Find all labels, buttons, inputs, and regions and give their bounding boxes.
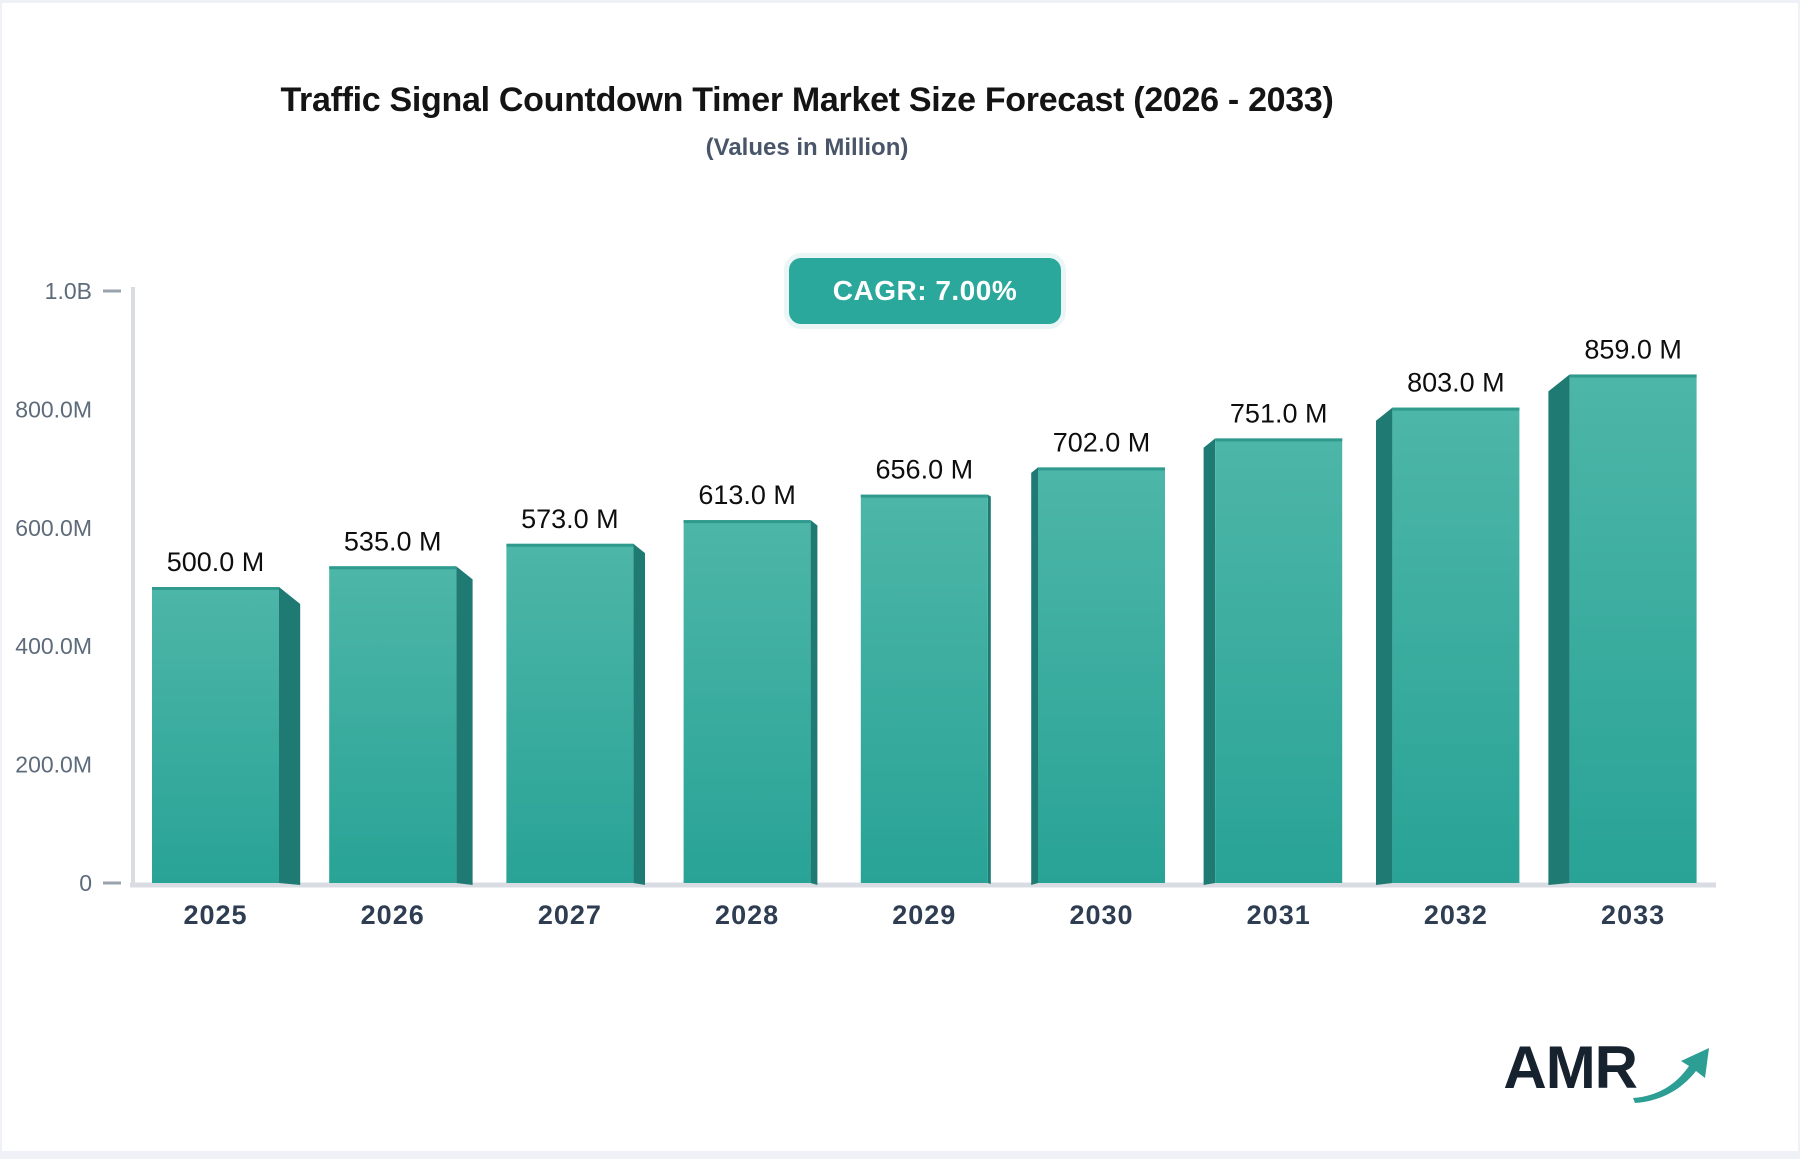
bar-group: 535.0 M 2026 [329, 526, 473, 930]
bar-side-face [456, 566, 473, 885]
bar-value-label: 702.0 M [1053, 427, 1151, 457]
bar-value-label: 656.0 M [876, 455, 974, 485]
bar-side-face [1203, 438, 1216, 885]
amr-logo: AMR [1503, 1038, 1723, 1106]
bar [1392, 407, 1520, 883]
y-tick-label: 600.0M [15, 515, 92, 541]
bar-value-label: 613.0 M [698, 480, 796, 510]
x-tick-label: 2027 [538, 900, 602, 930]
x-tick-label: 2030 [1069, 900, 1133, 930]
bar-group: 500.0 M 2025 [152, 547, 301, 930]
x-tick-label: 2033 [1601, 900, 1665, 930]
x-tick-label: 2032 [1424, 900, 1488, 930]
bar-value-label: 803.0 M [1407, 368, 1505, 398]
y-tick-label: 400.0M [15, 633, 92, 659]
bar-side-face [1031, 467, 1038, 885]
bar-side-face [810, 520, 818, 885]
bar-group: 656.0 M 2029 [860, 455, 991, 930]
bar-group: 702.0 M 2030 [1031, 427, 1165, 930]
bar [683, 520, 811, 883]
bar-side-face [987, 494, 991, 884]
bar-top-edge [152, 587, 279, 590]
chart-title: Traffic Signal Countdown Timer Market Si… [280, 81, 1334, 119]
bar-chart: 0 200.0M 400.0M 600.0M 800.0M 1.0B 500.0 M 202… [15, 278, 1716, 930]
x-tick-label: 2025 [183, 900, 247, 930]
growth-arrow-icon [1633, 1048, 1709, 1103]
y-tick-label: 0 [79, 870, 92, 896]
bar-group: 859.0 M 2033 [1548, 334, 1697, 930]
cagr-badge-label: CAGR: 7.00% [832, 275, 1018, 306]
bar-group: 803.0 M 2032 [1376, 368, 1520, 930]
bar-value-label: 859.0 M [1584, 334, 1682, 364]
bar-top-edge [683, 520, 811, 524]
bar-top-edge [860, 494, 988, 498]
bar [329, 566, 457, 883]
bar-top-edge [1038, 467, 1165, 471]
axes: 0 200.0M 400.0M 600.0M 800.0M 1.0B [15, 278, 1716, 896]
bar-value-label: 535.0 M [344, 526, 442, 556]
bar-group: 613.0 M 2028 [683, 480, 818, 930]
bar-value-label: 573.0 M [521, 504, 619, 534]
bar-top-edge [1569, 374, 1697, 378]
bar-side-face [1548, 374, 1570, 885]
bar-side-face [633, 543, 645, 885]
bar-value-label: 500.0 M [167, 547, 265, 577]
x-tick-label: 2029 [892, 900, 956, 930]
bar [152, 587, 279, 883]
y-tick-label: 200.0M [15, 752, 92, 778]
bar-side-face [279, 587, 301, 885]
bar [1038, 467, 1165, 883]
bar-group: 751.0 M 2031 [1203, 398, 1343, 930]
chart-card: Traffic Signal Countdown Timer Market Si… [2, 3, 1798, 1151]
bar [1215, 438, 1343, 883]
bar-top-edge [1392, 407, 1520, 411]
bar-top-edge [506, 543, 634, 547]
y-tick-label: 1.0B [45, 278, 92, 304]
chart-subtitle: (Values in Million) [705, 134, 909, 161]
cagr-badge: CAGR: 7.00% [789, 258, 1061, 324]
x-tick-label: 2031 [1247, 900, 1311, 930]
bar [860, 494, 988, 883]
bar-top-edge [329, 566, 457, 570]
bar-side-face [1376, 407, 1393, 885]
x-tick-label: 2026 [361, 900, 425, 930]
bar-value-label: 751.0 M [1230, 398, 1328, 428]
bar [506, 543, 634, 883]
amr-logo-text: AMR [1503, 1034, 1638, 1101]
chart-header: Traffic Signal Countdown Timer Market Si… [2, 81, 1612, 162]
bar-group: 573.0 M 2027 [506, 504, 645, 930]
bar [1569, 374, 1697, 883]
y-tick-label: 800.0M [15, 396, 92, 422]
bar-top-edge [1215, 438, 1343, 442]
bars: 500.0 M 2025 535.0 M 2026 573.0 M 2027 613.0 M… [152, 334, 1697, 930]
x-tick-label: 2028 [715, 900, 779, 930]
